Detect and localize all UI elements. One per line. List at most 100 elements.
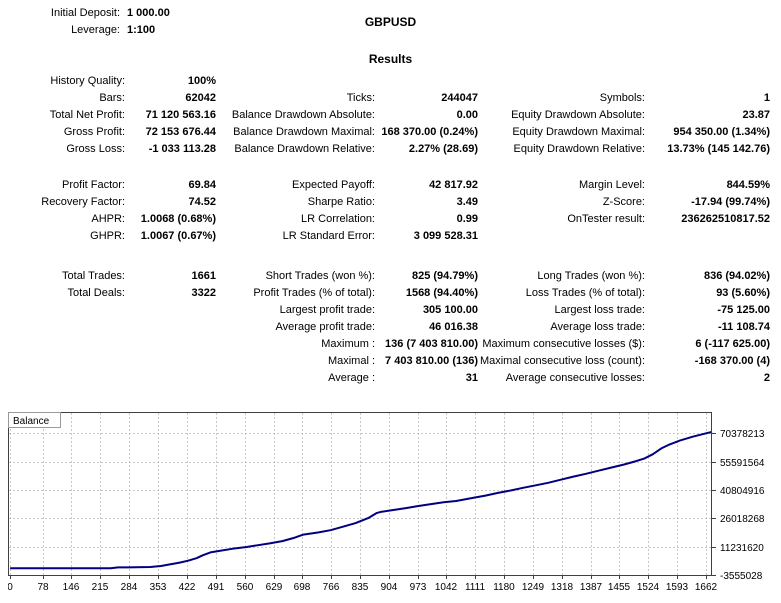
stat-value [125, 319, 216, 336]
stat-label: Average consecutive losses: [505, 372, 645, 384]
stat-value: 0.99 [456, 213, 478, 225]
x-axis-label: 78 [37, 582, 49, 593]
stat-label: Equity Drawdown Absolute: [511, 109, 645, 121]
stat-label [0, 319, 125, 336]
balance-chart-canvas: 0 78 146 215 284 353 422 491 560 629 698 766 835 904 9… [7, 412, 765, 593]
x-axis-label: 1387 [580, 582, 603, 593]
x-axis-label: 629 [266, 582, 283, 593]
stat-value: 100% [187, 75, 216, 87]
stat-label: Z-Score: [602, 196, 645, 208]
initial-deposit-label: Initial Deposit: [50, 7, 120, 19]
stat-row: Profit Factor: 69.84 Expected Payoff: 42 81… [0, 177, 770, 194]
stat-value: 0.00 [456, 109, 478, 121]
x-axis-label: 1593 [666, 582, 689, 593]
stat-row: Bars: 62042 Ticks: 244047 Symbols: 1 [0, 90, 770, 107]
y-axis-label: 55591564 [720, 458, 765, 469]
stat-value: 31 [465, 372, 478, 384]
stat-label: GHPR: [90, 230, 125, 242]
x-axis-label: 1524 [637, 582, 660, 593]
stat-label [0, 302, 125, 319]
x-axis-label: 0 [8, 582, 13, 593]
stat-row: GHPR: 1.0067 (0.67%) LR Standard Error: 3 0… [0, 228, 770, 245]
x-axis-label: 1318 [551, 582, 574, 593]
stat-label: Average loss trade: [550, 321, 645, 333]
account-settings: Initial Deposit: 1 000.00 Leverage: 1:100 [0, 5, 170, 39]
stat-value: 1.0068 (0.68%) [140, 213, 216, 225]
stat-label: AHPR: [91, 213, 125, 225]
x-axis-label: 1249 [522, 582, 545, 593]
x-axis-label: 1455 [608, 582, 631, 593]
stat-label: Maximum : [321, 338, 375, 350]
stat-label: Margin Level: [578, 179, 645, 191]
stat-value: 236262510817.52 [681, 213, 770, 225]
stat-row: Maximal : 7 403 810.00 (136) Maximal conse… [0, 353, 770, 370]
results-section-title: Results [368, 52, 413, 66]
y-axis-label: 26018268 [720, 514, 765, 525]
stat-label: Balance Drawdown Maximal: [233, 126, 375, 138]
x-axis-label: 353 [150, 582, 167, 593]
stat-row: Gross Profit: 72 153 676.44 Balance Drawdo… [0, 124, 770, 141]
stat-label: Total Net Profit: [49, 109, 125, 121]
stat-value: 836 (94.02%) [703, 270, 770, 282]
stat-value: 954 350.00 (1.34%) [673, 126, 770, 138]
stat-label [216, 73, 375, 90]
stat-label: Short Trades (won %): [265, 270, 375, 282]
stat-value: 42 817.92 [429, 179, 478, 191]
stat-label: Ticks: [346, 92, 375, 104]
leverage-label: Leverage: [71, 24, 120, 36]
stat-row: Total Net Profit: 71 120 563.16 Balance Dr… [0, 107, 770, 124]
x-axis-label: 1111 [465, 582, 485, 593]
stat-label: Maximum consecutive losses ($): [482, 338, 645, 350]
stat-value [645, 228, 770, 245]
stat-value: -11 108.74 [718, 321, 770, 333]
stat-value: -168 370.00 (4) [694, 355, 770, 367]
stat-row: Average : 31 Average consecutive losses: 2 [0, 370, 770, 387]
stat-label: Average : [328, 372, 375, 384]
stat-label: Maximal : [327, 355, 375, 367]
stat-value: 62042 [185, 92, 216, 104]
stat-value [375, 73, 478, 90]
stat-value: 1 [763, 92, 770, 104]
stats-block-3: Total Trades: 1661 Short Trades (won %): 82… [0, 268, 770, 387]
x-axis-label: 1042 [435, 582, 458, 593]
stat-label: Profit Factor: [62, 179, 125, 191]
stat-label: Equity Drawdown Maximal: [512, 126, 645, 138]
stat-value: 23.87 [742, 109, 770, 121]
stat-label: Recovery Factor: [41, 196, 125, 208]
stat-label: Total Trades: [62, 270, 125, 282]
x-axis-label: 560 [237, 582, 254, 593]
stat-value: 71 120 563.16 [145, 109, 216, 121]
y-axis-label: 70378213 [720, 429, 765, 440]
stat-label: Gross Profit: [63, 126, 125, 138]
plot-border [8, 412, 712, 576]
stat-row: Total Deals: 3322 Profit Trades (% of tota… [0, 285, 770, 302]
stat-value [645, 73, 770, 90]
stat-value: 46 016.38 [429, 321, 478, 333]
stat-value: 3322 [191, 287, 216, 299]
x-axis-label: 973 [410, 582, 427, 593]
stat-value [125, 353, 216, 370]
stat-label: OnTester result: [567, 213, 645, 225]
stat-value [125, 336, 216, 353]
stat-value [125, 302, 216, 319]
stat-value: -1 033 113.28 [148, 143, 216, 155]
stat-label [478, 73, 645, 90]
stat-value: 74.52 [188, 196, 216, 208]
stat-value: 2 [763, 372, 770, 384]
stat-label: LR Standard Error: [282, 230, 375, 242]
stat-value: 168 370.00 (0.24%) [381, 126, 478, 138]
stat-label [0, 336, 125, 353]
stat-row: Largest profit trade: 305 100.00 Largest l… [0, 302, 770, 319]
x-axis-label: 698 [294, 582, 311, 593]
stat-value: 72 153 676.44 [145, 126, 216, 138]
y-axis-label: 11231620 [720, 543, 764, 554]
stat-label [478, 228, 645, 245]
stat-label: Bars: [99, 92, 125, 104]
x-axis-label: 1662 [695, 582, 718, 593]
initial-deposit-value: 1 000.00 [127, 7, 170, 19]
x-axis-label: 422 [179, 582, 196, 593]
leverage-row: Leverage: 1:100 [0, 22, 170, 39]
x-axis-label: 1180 [493, 582, 515, 593]
stat-value: 136 (7 403 810.00) [385, 338, 478, 350]
stat-value: 69.84 [188, 179, 216, 191]
